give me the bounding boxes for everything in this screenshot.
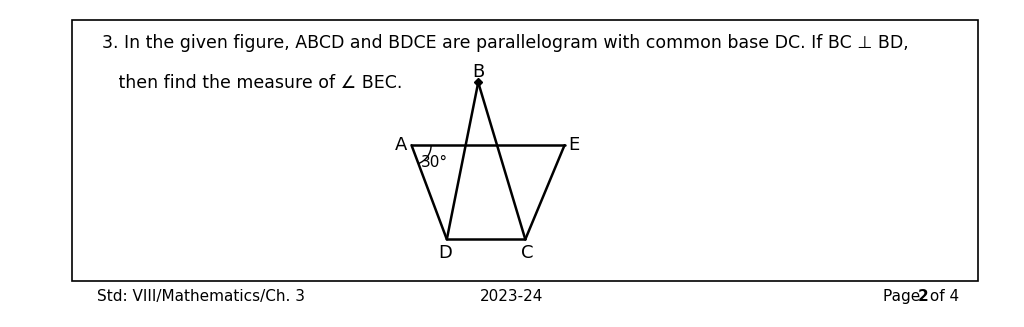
Text: of 4: of 4: [925, 289, 958, 304]
Text: Std: VIII/Mathematics/Ch. 3: Std: VIII/Mathematics/Ch. 3: [97, 289, 305, 304]
Text: D: D: [438, 244, 452, 262]
Text: 30°: 30°: [421, 155, 447, 170]
Text: Page: Page: [883, 289, 925, 304]
Text: then find the measure of ∠ BEC.: then find the measure of ∠ BEC.: [102, 74, 402, 92]
Text: 2: 2: [918, 289, 928, 304]
FancyBboxPatch shape: [72, 20, 978, 281]
Text: 2023-24: 2023-24: [480, 289, 544, 304]
Text: A: A: [394, 136, 407, 154]
Text: 3. In the given figure, ABCD and BDCE are parallelogram with common base DC. If : 3. In the given figure, ABCD and BDCE ar…: [102, 34, 909, 52]
Text: E: E: [568, 136, 580, 154]
Text: C: C: [521, 244, 534, 262]
Text: B: B: [472, 62, 484, 81]
